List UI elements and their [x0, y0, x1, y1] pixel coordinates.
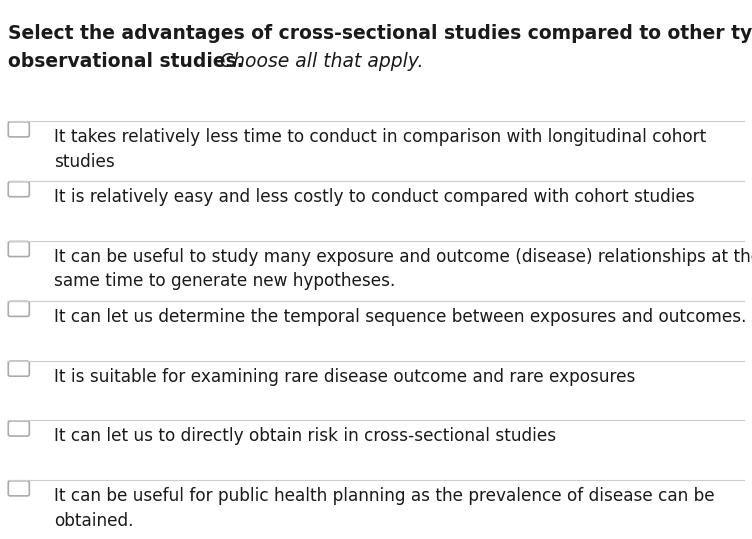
Text: It takes relatively less time to conduct in comparison with longitudinal cohort
: It takes relatively less time to conduct…	[54, 128, 706, 170]
Text: Choose all that apply.: Choose all that apply.	[214, 52, 423, 71]
Text: It can let us to directly obtain risk in cross-sectional studies: It can let us to directly obtain risk in…	[54, 427, 556, 445]
Text: It can be useful to study many exposure and outcome (disease) relationships at t: It can be useful to study many exposure …	[54, 248, 752, 290]
Text: It is suitable for examining rare disease outcome and rare exposures: It is suitable for examining rare diseas…	[54, 368, 635, 385]
Text: It can let us determine the temporal sequence between exposures and outcomes.: It can let us determine the temporal seq…	[54, 308, 747, 326]
Text: It is relatively easy and less costly to conduct compared with cohort studies: It is relatively easy and less costly to…	[54, 188, 695, 206]
Text: Select the advantages of cross-sectional studies compared to other types of: Select the advantages of cross-sectional…	[8, 24, 752, 43]
Text: It can be useful for public health planning as the prevalence of disease can be
: It can be useful for public health plann…	[54, 487, 714, 529]
Text: observational studies.: observational studies.	[8, 52, 243, 71]
